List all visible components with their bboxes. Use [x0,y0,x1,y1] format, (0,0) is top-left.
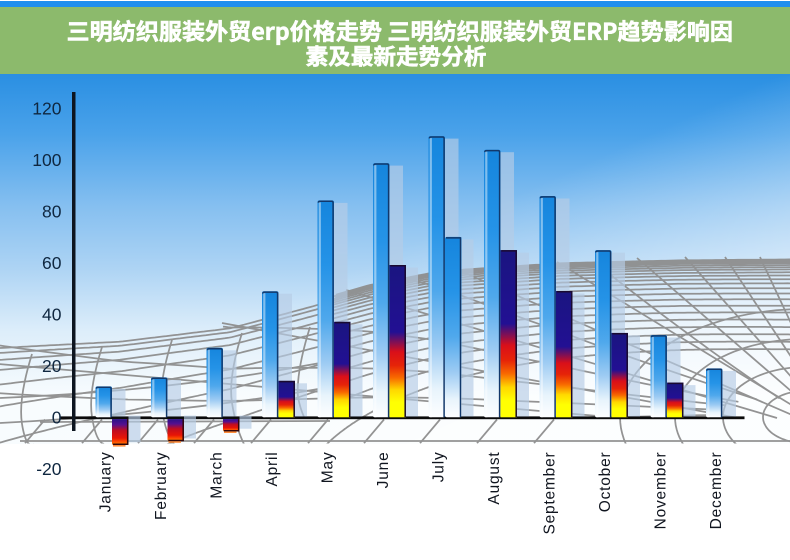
svg-text:January: January [98,452,115,513]
svg-text:December: December [708,452,725,530]
svg-text:October: October [597,452,614,513]
svg-text:100: 100 [32,150,61,170]
svg-text:July: July [431,452,448,483]
svg-text:May: May [320,452,337,484]
svg-text:60: 60 [42,253,62,273]
svg-text:80: 80 [42,202,62,222]
svg-text:April: April [264,452,281,487]
svg-text:February: February [153,452,170,520]
svg-text:40: 40 [42,305,62,325]
svg-text:-20: -20 [36,459,62,479]
svg-text:November: November [653,452,670,530]
svg-text:September: September [542,452,559,535]
svg-text:120: 120 [32,99,61,119]
svg-text:August: August [486,452,503,505]
svg-text:June: June [375,452,392,489]
svg-text:0: 0 [52,408,62,428]
svg-text:20: 20 [42,356,62,376]
svg-text:March: March [209,452,226,499]
